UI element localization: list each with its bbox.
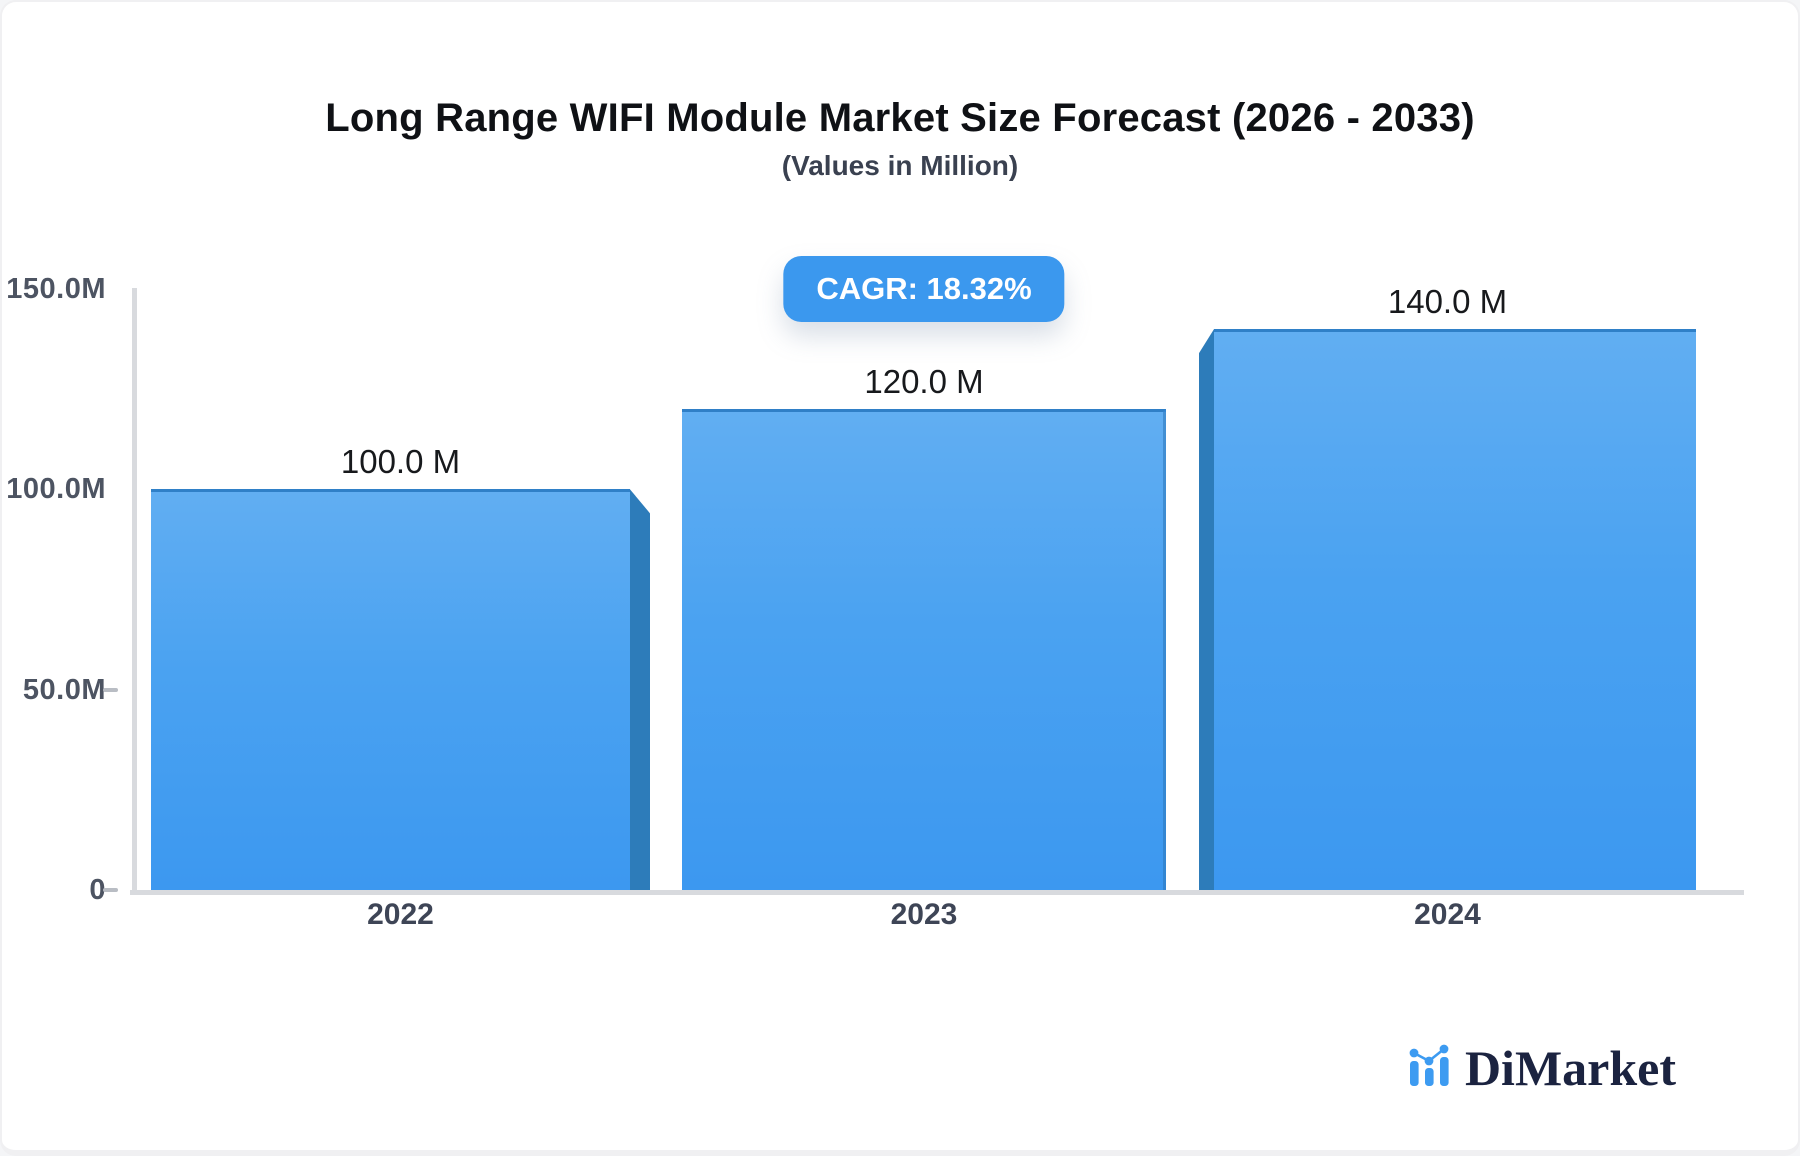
x-axis-line: [130, 890, 1744, 895]
y-axis-tick-mark: [103, 687, 118, 692]
dimarket-logo: DiMarket: [1408, 1040, 1676, 1096]
y-axis-tick-label: 150.0M: [6, 273, 106, 305]
bar-2024: [1214, 329, 1696, 890]
bar-side-bevel: [630, 489, 650, 890]
bar-side-bevel: [1199, 329, 1214, 890]
bar-value-label: 100.0 M: [340, 443, 461, 481]
y-axis-tick-label: 0: [89, 874, 106, 906]
y-axis-tick-label: 100.0M: [6, 473, 106, 506]
bar-value-label: 120.0 M: [864, 363, 984, 401]
x-axis-tick-label: 2023: [890, 898, 958, 931]
mini-bar-chart-icon: [1408, 1042, 1453, 1091]
y-axis-tick-label: 50.0M: [22, 673, 106, 706]
y-axis-tick-mark: [103, 888, 118, 892]
cagr-badge: CAGR: 18.32%: [783, 256, 1065, 322]
bar-2023: [682, 409, 1166, 890]
bar-value-label: 140.0 M: [1387, 283, 1508, 321]
x-axis-tick-label: 2022: [367, 898, 434, 931]
chart-subtitle: (Values in Million): [781, 150, 1019, 181]
x-axis-tick-label: 2024: [1414, 898, 1481, 931]
logo-text: DiMarket: [1464, 1040, 1676, 1096]
bar-2022: [151, 489, 630, 890]
y-axis-line: [132, 288, 137, 895]
chart-title: Long Range WIFI Module Market Size Forec…: [325, 96, 1475, 140]
